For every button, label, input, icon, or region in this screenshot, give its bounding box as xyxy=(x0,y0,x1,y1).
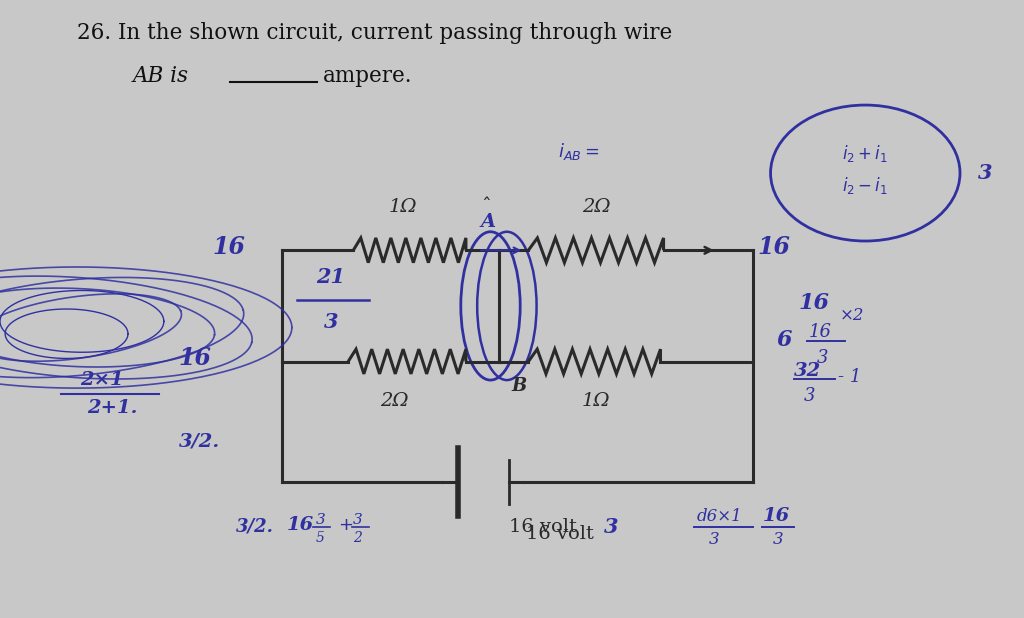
Text: 2×1: 2×1 xyxy=(81,371,124,389)
Text: 26. In the shown circuit, current passing through wire: 26. In the shown circuit, current passin… xyxy=(77,22,672,44)
Text: 32: 32 xyxy=(794,362,821,380)
Text: 3: 3 xyxy=(315,514,326,527)
Text: +: + xyxy=(338,516,353,535)
Text: B: B xyxy=(512,377,526,395)
Text: 21: 21 xyxy=(316,268,345,287)
Text: ˆ: ˆ xyxy=(481,197,492,216)
Text: 3: 3 xyxy=(773,531,783,549)
Text: $i_{AB}=$: $i_{AB}=$ xyxy=(558,141,599,162)
Text: 16: 16 xyxy=(809,323,831,342)
Text: ampere.: ampere. xyxy=(323,65,412,87)
Text: ×2: ×2 xyxy=(840,307,864,324)
Text: 16 volt: 16 volt xyxy=(509,517,577,536)
Text: - 1: - 1 xyxy=(838,368,861,386)
Text: 3: 3 xyxy=(816,349,828,367)
Text: 3: 3 xyxy=(978,163,992,183)
Text: 3: 3 xyxy=(709,531,719,549)
Text: 3/2.: 3/2. xyxy=(179,433,220,451)
Text: 16: 16 xyxy=(287,516,314,535)
Text: 3: 3 xyxy=(324,312,338,332)
Text: 16: 16 xyxy=(179,347,212,370)
Text: 1Ω: 1Ω xyxy=(582,392,610,410)
Text: 1Ω: 1Ω xyxy=(388,198,417,216)
Text: 16: 16 xyxy=(213,235,246,259)
Text: 2+1.: 2+1. xyxy=(87,399,138,417)
Text: $i_2+i_1$: $i_2+i_1$ xyxy=(843,143,888,164)
Text: 16 volt: 16 volt xyxy=(526,525,594,543)
Text: 3: 3 xyxy=(804,387,815,405)
Text: 3/2.: 3/2. xyxy=(236,517,273,536)
Text: d6×1: d6×1 xyxy=(696,507,742,525)
Text: 2Ω: 2Ω xyxy=(582,198,610,216)
Text: 2: 2 xyxy=(353,531,362,546)
Text: 2Ω: 2Ω xyxy=(380,392,409,410)
Text: 16: 16 xyxy=(758,235,791,259)
Text: A: A xyxy=(481,213,496,231)
Text: 16: 16 xyxy=(799,292,829,314)
Text: 5: 5 xyxy=(315,531,325,546)
Text: 16: 16 xyxy=(763,507,791,525)
Text: $i_2-i_1$: $i_2-i_1$ xyxy=(843,175,888,196)
Text: 3: 3 xyxy=(604,517,618,536)
Text: 6: 6 xyxy=(776,329,792,351)
Text: AB is: AB is xyxy=(133,65,189,87)
Text: 3: 3 xyxy=(353,514,364,527)
